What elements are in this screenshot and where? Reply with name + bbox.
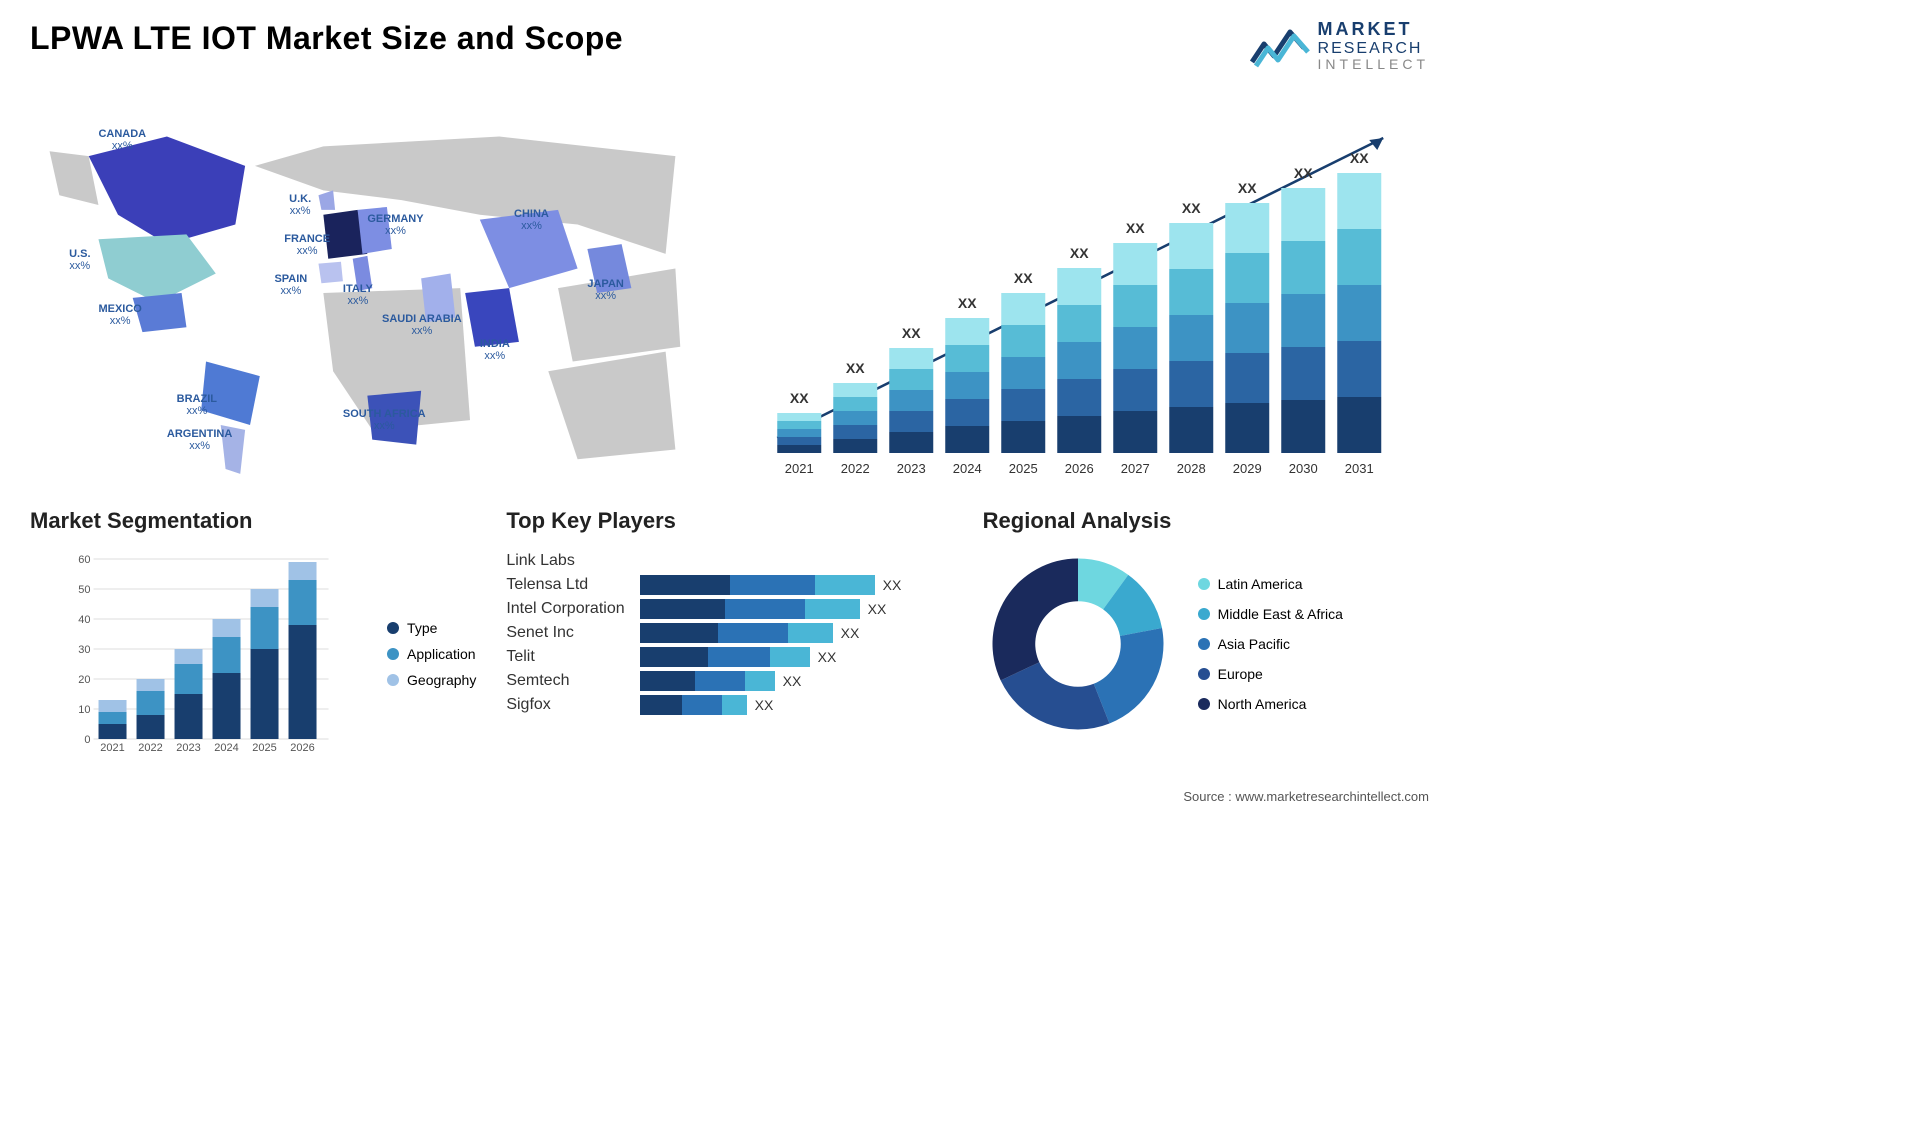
players-list: Link Labs Telensa Ltd Intel Corporation Sen… <box>506 549 624 717</box>
player-bar: XX <box>640 693 953 717</box>
svg-text:XX: XX <box>957 295 976 311</box>
legend-item: Middle East & Africa <box>1198 606 1343 622</box>
svg-text:2026: 2026 <box>1064 461 1093 476</box>
svg-text:2022: 2022 <box>840 461 869 476</box>
legend-item: Latin America <box>1198 576 1343 592</box>
svg-text:40: 40 <box>78 614 90 626</box>
segmentation-legend: Type Application Geography <box>387 549 476 759</box>
svg-text:2027: 2027 <box>1120 461 1149 476</box>
map-label: BRAZILxx% <box>177 393 217 417</box>
legend-item: Geography <box>387 672 476 688</box>
logo-text-3: INTELLECT <box>1318 57 1429 72</box>
map-label: SPAINxx% <box>274 273 307 297</box>
svg-text:60: 60 <box>78 554 90 566</box>
svg-text:0: 0 <box>84 734 90 746</box>
player-bar: XX <box>640 669 953 693</box>
svg-text:2030: 2030 <box>1288 461 1317 476</box>
svg-text:2024: 2024 <box>214 742 238 754</box>
map-label: ITALYxx% <box>343 283 373 307</box>
brand-logo: MARKET RESEARCH INTELLECT <box>1250 20 1429 73</box>
svg-text:XX: XX <box>1069 245 1088 261</box>
legend-item: North America <box>1198 696 1343 712</box>
player-name: Sigfox <box>506 696 624 714</box>
svg-text:XX: XX <box>1181 200 1200 216</box>
player-name: Link Labs <box>506 552 624 570</box>
map-label: CHINAxx% <box>514 208 549 232</box>
segmentation-title: Market Segmentation <box>30 508 476 534</box>
svg-text:XX: XX <box>1237 180 1256 196</box>
svg-text:XX: XX <box>1349 150 1368 166</box>
svg-text:2025: 2025 <box>1008 461 1037 476</box>
player-bar: XX <box>640 621 953 645</box>
regional-title: Regional Analysis <box>983 508 1429 534</box>
svg-text:XX: XX <box>1013 270 1032 286</box>
logo-icon <box>1250 22 1310 70</box>
map-label: ARGENTINAxx% <box>167 428 232 452</box>
svg-text:2023: 2023 <box>896 461 925 476</box>
legend-item: Europe <box>1198 666 1343 682</box>
regional-legend: Latin America Middle East & Africa Asia Pa… <box>1198 576 1343 712</box>
player-name: Senet Inc <box>506 624 624 642</box>
svg-text:50: 50 <box>78 584 90 596</box>
svg-text:XX: XX <box>1125 220 1144 236</box>
svg-text:XX: XX <box>845 360 864 376</box>
legend-item: Application <box>387 646 476 662</box>
players-bars: XXXXXXXXXXXX <box>640 549 953 717</box>
svg-text:XX: XX <box>789 390 808 406</box>
svg-text:2029: 2029 <box>1232 461 1261 476</box>
legend-item: Type <box>387 620 476 636</box>
svg-text:2021: 2021 <box>784 461 813 476</box>
svg-text:30: 30 <box>78 644 90 656</box>
map-label: GERMANYxx% <box>367 213 423 237</box>
svg-text:2026: 2026 <box>290 742 314 754</box>
regional-donut-chart <box>983 549 1173 739</box>
player-name: Semtech <box>506 672 624 690</box>
regional-section: Regional Analysis Latin America Middle Ea… <box>983 508 1429 778</box>
map-label: SAUDI ARABIAxx% <box>382 313 462 337</box>
world-map: CANADAxx% U.S.xx% MEXICOxx% BRAZILxx% ARGENT… <box>30 93 715 493</box>
map-label: SOUTH AFRICAxx% <box>343 408 426 432</box>
svg-text:2021: 2021 <box>100 742 124 754</box>
growth-bar-chart: XX 2021 XX 2022 XX 2023 XX 2024 XX 2025 XX 2026 XX 20… <box>745 93 1430 493</box>
player-name: Intel Corporation <box>506 600 624 618</box>
svg-text:2028: 2028 <box>1176 461 1205 476</box>
map-label: JAPANxx% <box>587 278 623 302</box>
svg-text:20: 20 <box>78 674 90 686</box>
map-label: U.S.xx% <box>69 248 90 272</box>
player-bar: XX <box>640 597 953 621</box>
svg-text:2031: 2031 <box>1344 461 1373 476</box>
svg-text:10: 10 <box>78 704 90 716</box>
page-title: LPWA LTE IOT Market Size and Scope <box>30 20 623 57</box>
map-label: CANADAxx% <box>98 128 146 152</box>
legend-item: Asia Pacific <box>1198 636 1343 652</box>
svg-text:2022: 2022 <box>138 742 162 754</box>
segmentation-section: Market Segmentation 0 10 20 30 40 50 60 2021 202… <box>30 508 476 778</box>
svg-text:XX: XX <box>1293 165 1312 181</box>
svg-text:XX: XX <box>901 325 920 341</box>
player-bar: XX <box>640 573 953 597</box>
players-section: Top Key Players Link Labs Telensa Ltd Inte… <box>506 508 952 778</box>
source-text: Source : www.marketresearchintellect.com <box>1183 789 1429 804</box>
player-name: Telensa Ltd <box>506 576 624 594</box>
segmentation-chart: 0 10 20 30 40 50 60 2021 2022 2023 2024 2025 2026 <box>30 549 367 759</box>
player-name: Telit <box>506 648 624 666</box>
players-title: Top Key Players <box>506 508 952 534</box>
player-bar: XX <box>640 645 953 669</box>
svg-text:2024: 2024 <box>952 461 981 476</box>
map-label: U.K.xx% <box>289 193 311 217</box>
map-label: INDIAxx% <box>480 338 510 362</box>
svg-text:2023: 2023 <box>176 742 200 754</box>
logo-text-2: RESEARCH <box>1318 40 1429 58</box>
svg-text:2025: 2025 <box>252 742 276 754</box>
map-label: FRANCExx% <box>284 233 330 257</box>
logo-text-1: MARKET <box>1318 20 1429 40</box>
map-label: MEXICOxx% <box>98 303 141 327</box>
